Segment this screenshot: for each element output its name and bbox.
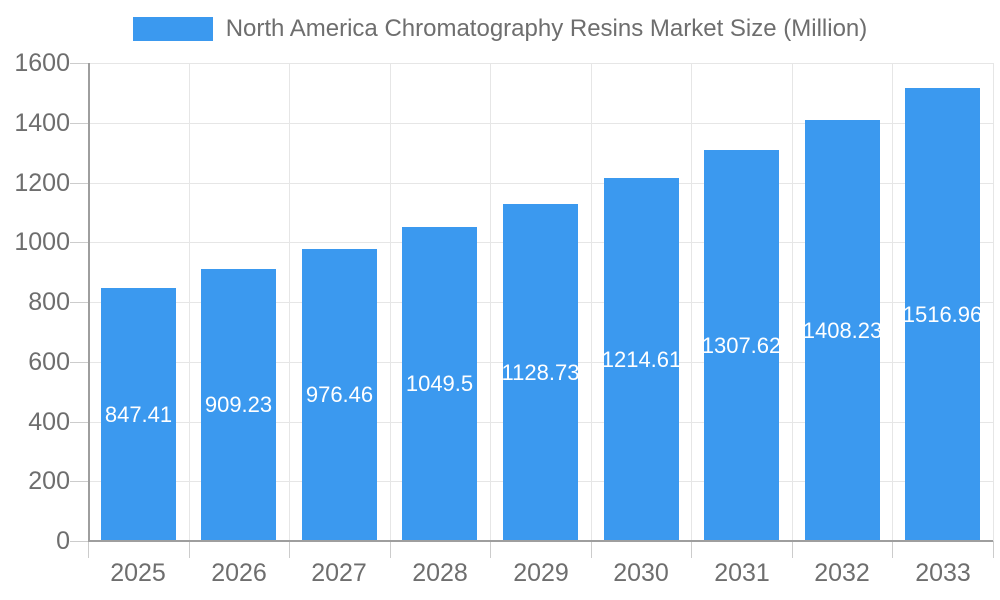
y-axis-tick-label: 1000 xyxy=(14,228,70,256)
bar: 1516.96 xyxy=(905,88,980,541)
y-axis-tick xyxy=(70,541,88,542)
x-gridline xyxy=(490,63,491,541)
y-axis-tick xyxy=(70,362,88,363)
x-axis-tick-label: 2031 xyxy=(714,559,770,587)
bar: 909.23 xyxy=(201,269,276,541)
y-axis-tick-label: 0 xyxy=(56,527,70,555)
bar: 847.41 xyxy=(101,288,176,541)
y-gridline xyxy=(88,63,993,64)
bar-value-label: 1516.96 xyxy=(905,301,980,327)
bar-value-label: 909.23 xyxy=(204,392,273,417)
bar: 1214.61 xyxy=(604,178,679,541)
y-axis-tick-label: 1400 xyxy=(14,109,70,137)
bar-value-label: 1307.62 xyxy=(704,332,779,358)
x-axis-tick xyxy=(490,541,491,558)
x-axis-tick-label: 2025 xyxy=(110,559,166,587)
x-axis-tick xyxy=(289,541,290,558)
bar: 1128.73 xyxy=(503,204,578,541)
y-axis-tick xyxy=(70,302,88,303)
x-gridline xyxy=(993,63,994,541)
x-gridline xyxy=(792,63,793,541)
x-axis-line xyxy=(88,540,993,542)
y-axis-tick-label: 1600 xyxy=(14,49,70,77)
y-axis-tick-label: 600 xyxy=(28,348,70,376)
x-axis-tick xyxy=(591,541,592,558)
y-axis-tick xyxy=(70,481,88,482)
bar: 1307.62 xyxy=(704,150,779,541)
x-axis-tick xyxy=(390,541,391,558)
y-gridline xyxy=(88,183,993,184)
y-axis-tick xyxy=(70,422,88,423)
x-gridline xyxy=(892,63,893,541)
bar: 1408.23 xyxy=(805,120,880,541)
bar-value-label: 976.46 xyxy=(305,382,374,407)
x-axis-tick xyxy=(892,541,893,558)
y-axis-line xyxy=(88,63,90,541)
legend-item[interactable]: North America Chromatography Resins Mark… xyxy=(0,15,1000,43)
x-axis-tick xyxy=(691,541,692,558)
x-axis-tick-label: 2027 xyxy=(311,559,367,587)
bar: 976.46 xyxy=(302,249,377,541)
bar-value-label: 1408.23 xyxy=(805,317,880,343)
x-axis-tick xyxy=(792,541,793,558)
bar-value-label: 847.41 xyxy=(104,401,173,427)
x-gridline xyxy=(189,63,190,541)
y-axis-tick xyxy=(70,63,88,64)
y-axis-tick-label: 800 xyxy=(28,288,70,316)
x-axis-tick-label: 2026 xyxy=(211,559,267,587)
x-gridline xyxy=(691,63,692,541)
x-gridline xyxy=(591,63,592,541)
x-axis-tick xyxy=(88,541,89,558)
y-axis-tick-label: 1200 xyxy=(14,169,70,197)
legend-label: North America Chromatography Resins Mark… xyxy=(225,15,868,42)
y-axis-tick-label: 200 xyxy=(28,467,70,495)
y-axis-tick-label: 400 xyxy=(28,408,70,436)
bar: 1049.5 xyxy=(402,227,477,541)
x-axis-tick-label: 2030 xyxy=(613,559,669,587)
x-gridline xyxy=(390,63,391,541)
y-axis-tick xyxy=(70,123,88,124)
x-axis-tick-label: 2029 xyxy=(513,559,569,587)
bar-value-label: 1214.61 xyxy=(604,346,679,372)
x-axis-tick-label: 2028 xyxy=(412,559,468,587)
x-gridline xyxy=(289,63,290,541)
y-axis-tick xyxy=(70,183,88,184)
x-axis-tick xyxy=(993,541,994,558)
x-axis-tick-label: 2032 xyxy=(814,559,870,587)
x-axis-tick xyxy=(189,541,190,558)
bar-value-label: 1049.5 xyxy=(405,371,474,396)
y-gridline xyxy=(88,123,993,124)
bar-value-label: 1128.73 xyxy=(503,359,578,385)
legend-swatch xyxy=(132,17,213,41)
x-axis-tick-label: 2033 xyxy=(915,559,971,587)
y-axis-tick xyxy=(70,242,88,243)
